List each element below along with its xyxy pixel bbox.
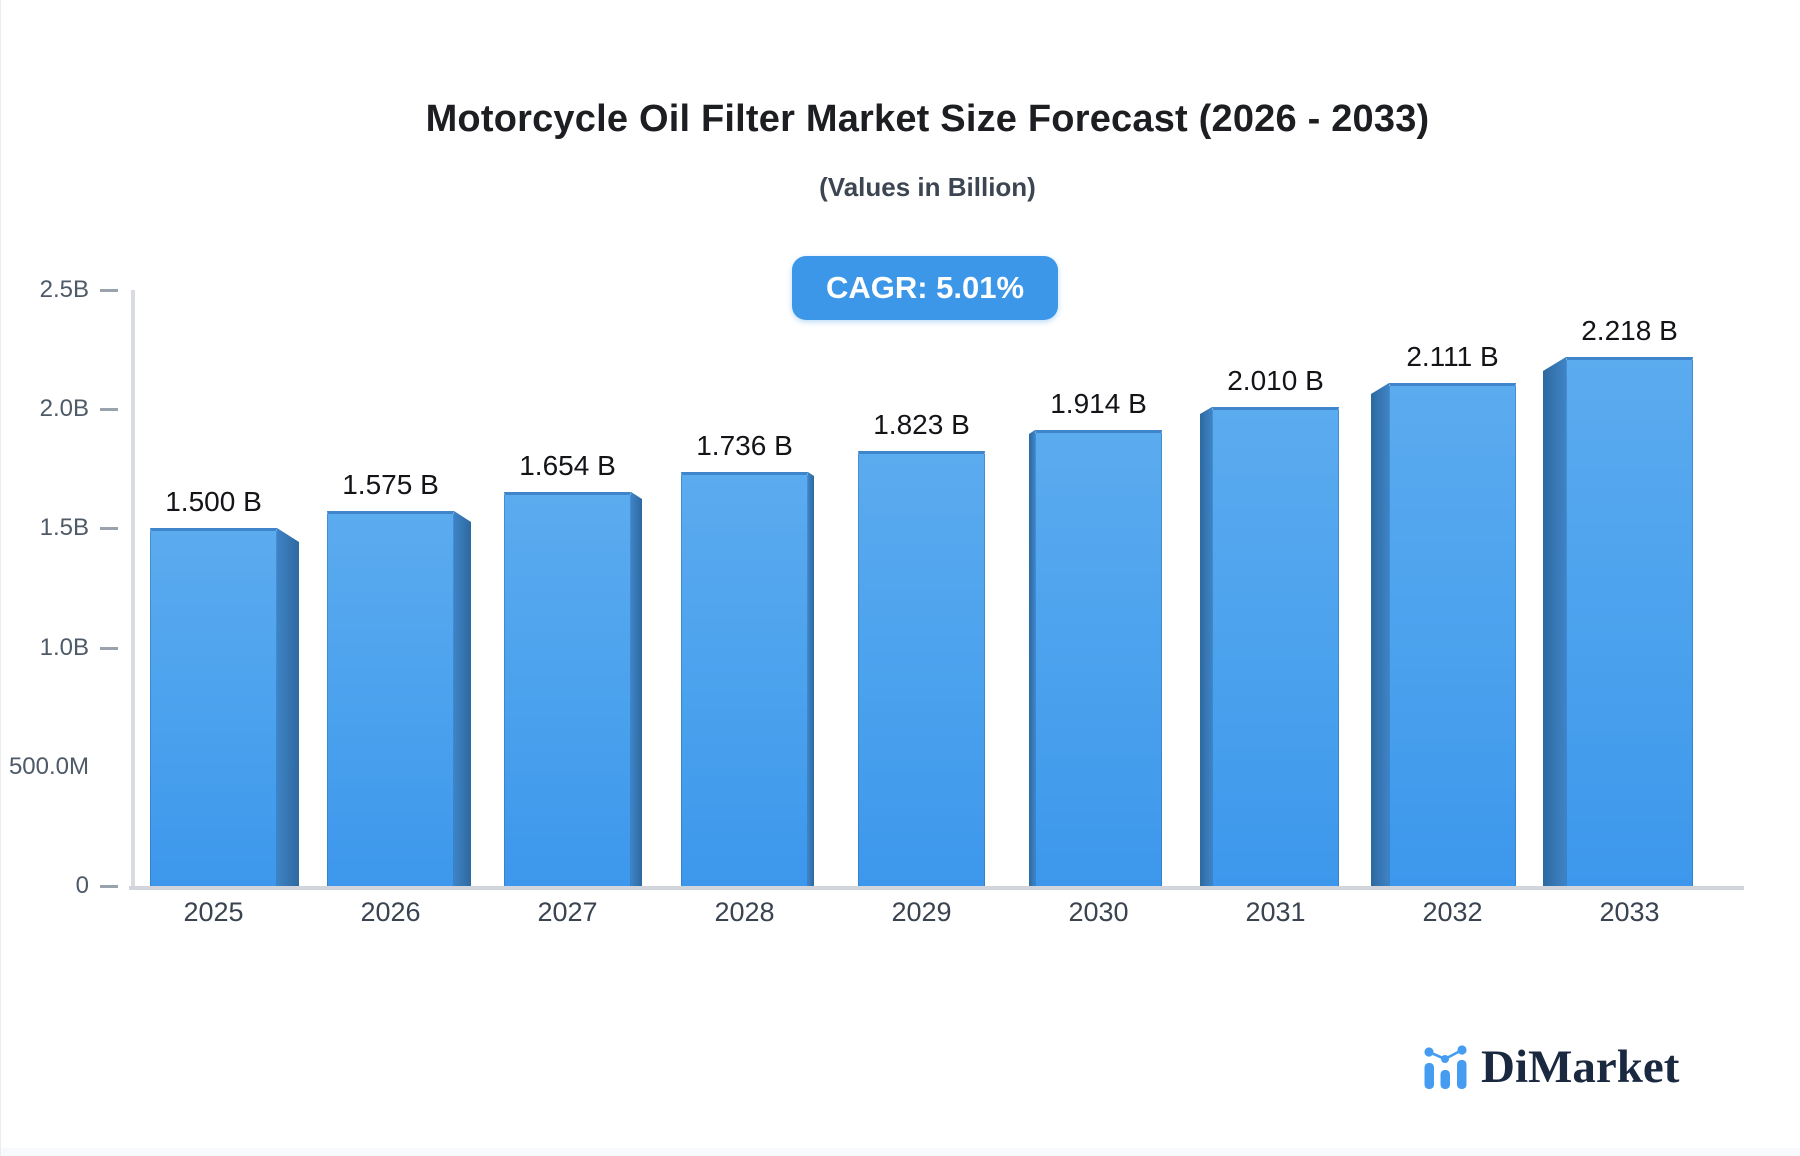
y-tick-label-1.0B: 1.0B (39, 634, 89, 661)
bar-value-label-2033: 2.218 B (1581, 315, 1678, 346)
x-axis-label-2026: 2026 (360, 897, 421, 927)
bar-side-2033 (1543, 357, 1566, 886)
x-axis-label-2025: 2025 (183, 897, 244, 927)
y-tick-label-1.5B: 1.5B (39, 514, 89, 541)
bar-side-2032 (1371, 383, 1389, 886)
bar-side-2025 (277, 528, 299, 886)
bar-2029 (858, 451, 985, 886)
y-tick-dash (100, 408, 118, 411)
bar-side-2028 (808, 472, 814, 886)
bar-2026 (327, 511, 454, 886)
bar-side-2031 (1200, 407, 1212, 886)
bar-2031 (1212, 407, 1339, 886)
bar-value-label-2032: 2.111 B (1406, 341, 1499, 372)
bar-value-label-2027: 1.654 B (519, 450, 616, 481)
bar-value-label-2029: 1.823 B (873, 409, 970, 440)
y-tick-dash (100, 885, 118, 888)
x-axis-label-2032: 2032 (1422, 897, 1483, 927)
bar-side-2027 (631, 492, 642, 886)
y-tick-label-0: 0 (75, 872, 89, 899)
y-tick-label-2.0B: 2.0B (39, 395, 89, 422)
y-tick-dash (100, 647, 118, 650)
logo-text: DiMarket (1481, 1041, 1680, 1093)
bar-2032 (1389, 383, 1516, 886)
bar-value-label-2031: 2.010 B (1227, 365, 1324, 396)
bar-2028 (681, 472, 808, 886)
x-axis-label-2031: 2031 (1245, 897, 1306, 927)
bar-value-label-2028: 1.736 B (696, 430, 793, 461)
bar-value-label-2026: 1.575 B (342, 469, 439, 500)
x-axis-label-2030: 2030 (1068, 897, 1129, 927)
x-axis-label-2029: 2029 (891, 897, 952, 927)
y-tick-dash (100, 289, 118, 292)
x-axis-label-2027: 2027 (537, 897, 598, 927)
x-axis-label-2028: 2028 (714, 897, 775, 927)
y-tick-label-2.5B: 2.5B (39, 276, 89, 303)
bar-side-2026 (454, 511, 471, 886)
cagr-badge: CAGR: 5.01% (792, 256, 1058, 320)
x-axis-label-2033: 2033 (1599, 897, 1660, 927)
y-tick-label-500.0M: 500.0M (8, 753, 89, 780)
bar-side-2030 (1029, 430, 1035, 886)
bar-value-label-2030: 1.914 B (1050, 388, 1147, 419)
bar-line-chart-icon (1424, 1045, 1468, 1089)
y-axis-line (131, 290, 135, 888)
bar-2030 (1035, 430, 1162, 886)
bar-value-label-2025: 1.500 B (165, 486, 262, 517)
page-title: Motorcycle Oil Filter Market Size Foreca… (425, 98, 1430, 140)
x-axis-line (129, 886, 1744, 890)
dimarket-logo: DiMarket (1424, 1043, 1679, 1091)
y-tick-dash (100, 527, 118, 530)
bottom-band (1, 1148, 1800, 1156)
cagr-badge-label: CAGR: 5.01% (825, 270, 1025, 305)
chart-subtitle: (Values in Billion) (819, 172, 1036, 202)
bar-2027 (504, 492, 631, 886)
bar-2033 (1566, 357, 1693, 886)
bar-2025 (150, 528, 277, 886)
